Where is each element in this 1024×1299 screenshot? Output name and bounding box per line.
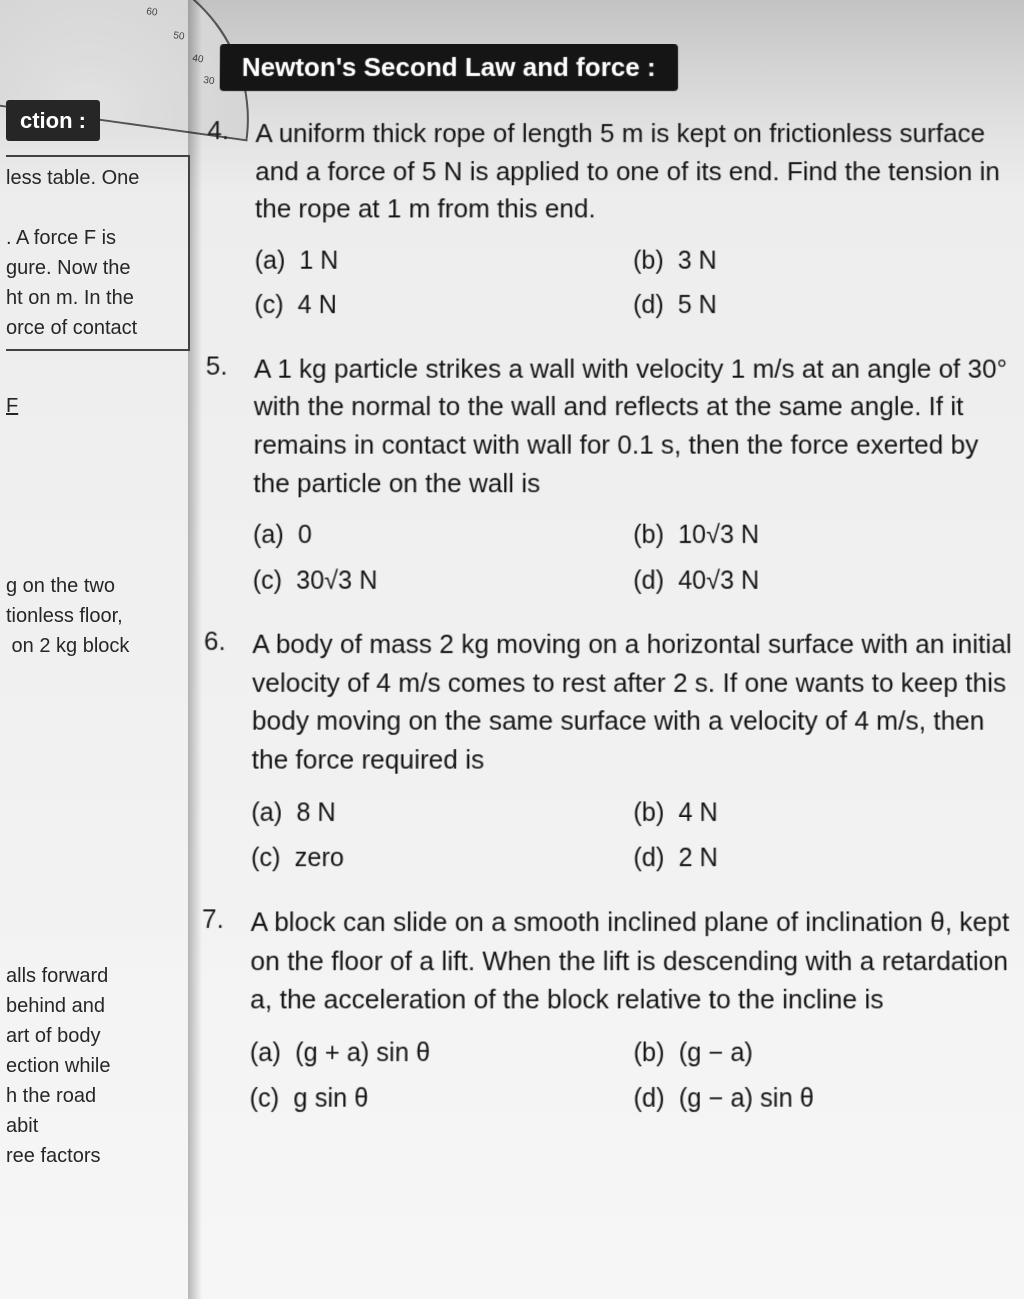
left-line: ection while <box>6 1051 190 1081</box>
option-d: (d) 40√3 N <box>633 558 1014 603</box>
left-line: gure. Now the <box>6 253 180 283</box>
option-c: (c) g sin θ <box>249 1076 633 1122</box>
section-header: Newton's Second Law and force : <box>220 44 678 91</box>
tick: 60 <box>146 6 159 18</box>
left-line: ht on m. In the <box>6 283 180 313</box>
left-line: alls forward <box>6 961 190 991</box>
left-line: orce of contact <box>6 313 180 343</box>
question-4: 4. A uniform thick rope of length 5 m is… <box>198 115 1012 328</box>
options: (a) 1 N (b) 3 N (c) 4 N (d) 5 N <box>254 239 1012 328</box>
question-7: 7. A block can slide on a smooth incline… <box>192 903 1017 1122</box>
option-c: (c) 30√3 N <box>253 558 634 603</box>
options: (a) 8 N (b) 4 N (c) zero (d) 2 N <box>251 790 1016 881</box>
options: (a) (g + a) sin θ (b) (g − a) (c) g sin … <box>249 1030 1017 1122</box>
left-line: g on the two <box>6 571 190 601</box>
option-b: (b) 4 N <box>633 790 1015 835</box>
left-line: art of body <box>6 1021 190 1051</box>
question-text: A uniform thick rope of length 5 m is ke… <box>255 115 1011 228</box>
question-number: 7. <box>192 903 250 1122</box>
page-background: 10 100 80 70 60 50 40 30 ction : less ta… <box>0 0 1024 1299</box>
option-b: (b) (g − a) <box>633 1030 1017 1076</box>
question-text: A body of mass 2 kg moving on a horizont… <box>252 625 1016 779</box>
left-line: ree factors <box>6 1141 190 1171</box>
question-5: 5. A 1 kg particle strikes a wall with v… <box>196 350 1014 603</box>
question-6: 6. A body of mass 2 kg moving on a horiz… <box>194 625 1016 880</box>
main-content: Newton's Second Law and force : 4. A uni… <box>192 44 1018 1145</box>
option-a: (a) (g + a) sin θ <box>250 1030 634 1076</box>
left-f-line: F <box>6 391 190 421</box>
left-line: tionless floor, <box>6 601 190 631</box>
question-text: A block can slide on a smooth inclined p… <box>250 903 1017 1020</box>
option-c: (c) zero <box>251 835 634 880</box>
options: (a) 0 (b) 10√3 N (c) 30√3 N (d) 40√3 N <box>253 513 1014 603</box>
question-number: 6. <box>194 625 252 880</box>
option-a: (a) 8 N <box>251 790 633 835</box>
question-text: A 1 kg particle strikes a wall with velo… <box>253 350 1013 503</box>
option-a: (a) 1 N <box>255 239 634 284</box>
option-d: (d) (g − a) sin θ <box>634 1076 1018 1122</box>
left-line: on 2 kg block <box>6 631 190 661</box>
option-d: (d) 2 N <box>633 835 1016 880</box>
option-d: (d) 5 N <box>633 283 1012 328</box>
question-number: 5. <box>196 350 254 603</box>
left-boxed-text: less table. One . A force F is gure. Now… <box>6 155 190 351</box>
left-line: behind and <box>6 991 190 1021</box>
option-b: (b) 3 N <box>633 239 1012 284</box>
left-line: . A force F is <box>6 193 180 253</box>
left-line: abit <box>6 1111 190 1141</box>
option-a: (a) 0 <box>253 513 633 558</box>
left-cut-column: ction : less table. One . A force F is g… <box>0 100 190 1211</box>
left-line: less table. One <box>6 163 180 193</box>
option-b: (b) 10√3 N <box>633 513 1013 558</box>
tick: 50 <box>173 30 186 42</box>
question-number: 4. <box>198 115 256 328</box>
left-badge: ction : <box>6 100 100 141</box>
left-line: h the road <box>6 1081 190 1111</box>
option-c: (c) 4 N <box>254 283 633 328</box>
